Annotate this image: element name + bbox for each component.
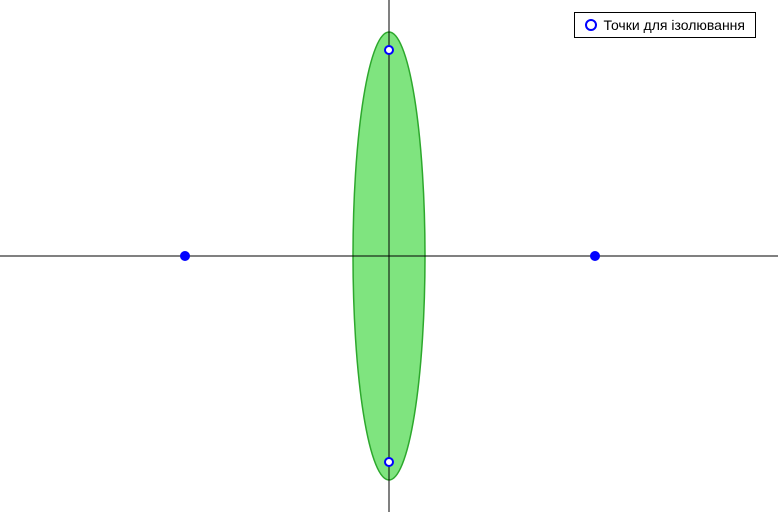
- legend-box: Точки для ізолювання: [574, 12, 756, 38]
- solid-point: [590, 251, 600, 261]
- hollow-point: [385, 458, 393, 466]
- legend-label: Точки для ізолювання: [603, 17, 745, 33]
- solid-point: [180, 251, 190, 261]
- plot-canvas: Точки для ізолювання: [0, 0, 778, 512]
- plot-svg: [0, 0, 778, 512]
- hollow-point: [385, 46, 393, 54]
- legend-marker-icon: [585, 19, 597, 31]
